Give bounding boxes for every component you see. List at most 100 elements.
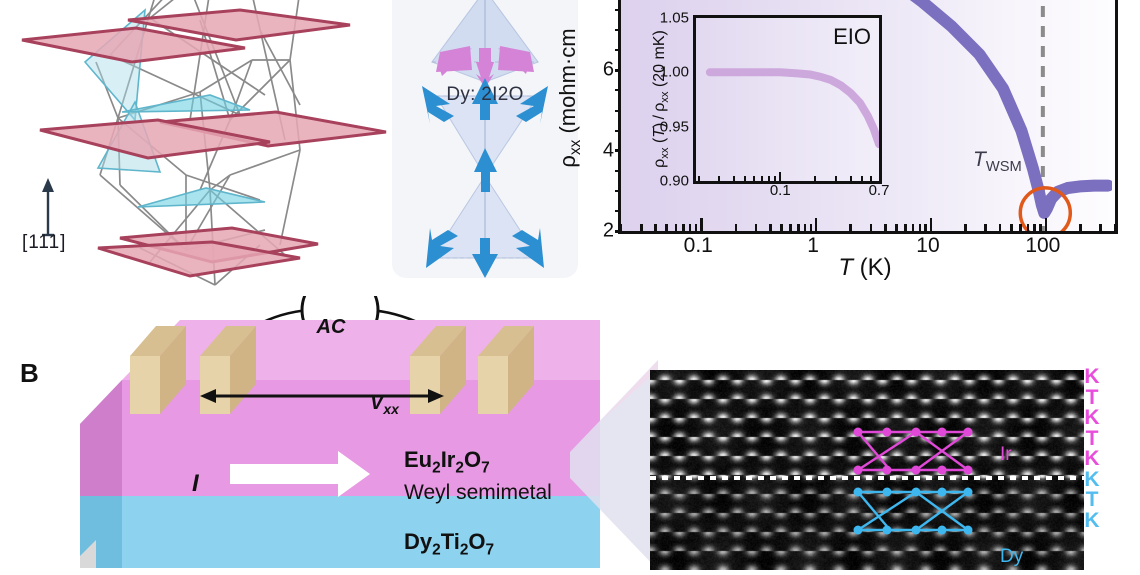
inset-x-tickmark (718, 176, 720, 181)
dy-spin-ice-panel (392, 0, 578, 278)
main-x-tick-100: 100 (1025, 234, 1060, 258)
main-chart-x-ticks (621, 217, 1115, 231)
inset-x-tickmark (779, 172, 781, 181)
inset-x-tickmark (861, 176, 863, 181)
main-x-tickmark (620, 224, 623, 231)
main-chart-plot-area: TWSM EIO 0.90 0.95 1.00 1.05 0.1 0.7 ρxx (T)… (618, 0, 1118, 234)
main-x-tick-1: 1 (807, 234, 819, 258)
main-x-tickmark (755, 224, 758, 231)
main-x-tickmark (984, 224, 987, 231)
main-x-tickmark (919, 224, 922, 231)
inset-y-axis-title: ρxx (T) / ρxx (20 mK) (651, 30, 671, 168)
twsm-annotation: TWSM (973, 148, 1022, 175)
dy-overlay-label: Dy (1000, 546, 1023, 568)
voltage-symbol: V (370, 392, 383, 414)
main-x-tickmark (1039, 224, 1042, 231)
current-label: I (192, 470, 199, 498)
top-layer-side (80, 380, 122, 496)
main-x-tickmark (1027, 224, 1030, 231)
main-x-tickmark (789, 224, 792, 231)
stack-label-6: T (1079, 490, 1105, 511)
main-x-tickmark (1079, 224, 1082, 231)
main-x-tickmark (815, 218, 818, 231)
inset-x-tickmark (814, 176, 816, 181)
bottom-layer-label: Dy2Ti2O7 (404, 529, 494, 559)
main-chart-y-tick-labels: 2468 (578, 0, 614, 231)
weyl-semimetal-caption: Weyl semimetal (404, 481, 552, 505)
stack-label-3: T (1079, 429, 1105, 450)
ir-pyrochlore-overlay (858, 432, 968, 470)
ir-overlay-label: Ir (1000, 444, 1012, 466)
main-x-tickmark (870, 224, 873, 231)
main-x-tickmark (769, 224, 772, 231)
main-x-tickmark (810, 224, 813, 231)
main-x-tickmark (665, 224, 668, 231)
inset-x-tick-0.1: 0.1 (770, 182, 791, 199)
stack-label-5: K (1079, 470, 1105, 491)
inset-x-tickmark (753, 176, 755, 181)
top-layer-label: Eu2Ir2O7 (404, 447, 490, 477)
stack-label-4: K (1079, 449, 1105, 470)
main-y-tick-4: 4 (603, 139, 614, 162)
voltage-subscript: xx (383, 401, 399, 417)
stack-label-0: K (1079, 367, 1105, 388)
inset-x-tickmark (768, 176, 770, 181)
stem-overlay-svg (650, 370, 1084, 570)
main-x-tickmark (924, 224, 927, 231)
inset-eio-chart: EIO (693, 15, 882, 184)
blue-tetrahedron-lower (426, 148, 544, 278)
inset-x-tickmark (835, 176, 837, 181)
main-y-tick-8: 8 (603, 0, 614, 2)
main-x-tickmark (735, 224, 738, 231)
panel-b-label: B (20, 358, 39, 389)
main-x-tickmark (884, 224, 887, 231)
main-x-tickmark (1019, 224, 1022, 231)
pink-kagome-planes (22, 10, 386, 276)
main-x-tickmark (1033, 224, 1036, 231)
main-x-tickmark (904, 224, 907, 231)
inset-x-tick-0.7: 0.7 (869, 182, 890, 199)
inset-y-tick-1.05: 1.05 (660, 10, 689, 27)
zoom-connector-wedge (570, 360, 660, 570)
main-x-tickmark (700, 218, 703, 231)
stack-label-7: K (1079, 511, 1105, 532)
resistivity-vs-temperature-chart: ρxx (mohm·cm 2468 TWSM EIO 0.900.951.001… (578, 0, 1140, 296)
inset-x-tickmark (870, 176, 872, 181)
main-x-tickmark (689, 224, 692, 231)
dy-pyrochlore-overlay (858, 492, 968, 530)
main-x-tickmark (1099, 224, 1102, 231)
main-x-tickmark (797, 224, 800, 231)
stack-label-1: T (1079, 388, 1105, 409)
main-x-tick-0.1: 0.1 (684, 234, 713, 258)
inset-data-curve (710, 72, 879, 144)
stem-haadf-image (650, 370, 1084, 570)
main-x-tickmark (964, 224, 967, 231)
main-x-tick-10: 10 (916, 234, 939, 258)
main-x-tickmark (1045, 218, 1048, 231)
main-x-tickmark (849, 224, 852, 231)
wedge-svg (570, 360, 660, 570)
main-x-tickmark (912, 224, 915, 231)
main-x-tickmark (640, 224, 643, 231)
ac-source-label: AC (309, 316, 353, 339)
inset-x-tickmark (698, 176, 700, 181)
inset-x-tickmark (733, 176, 735, 181)
twsm-subscript: WSM (986, 159, 1022, 175)
inset-x-tickmark (774, 176, 776, 181)
main-x-tickmark (1010, 224, 1013, 231)
main-x-tickmark (675, 224, 678, 231)
inset-x-tickmark (761, 176, 763, 181)
main-x-tickmark (804, 224, 807, 231)
ir-atom-dots (854, 428, 973, 475)
main-x-tickmark (682, 224, 685, 231)
main-x-tickmark (1114, 224, 1117, 231)
main-chart-x-axis-title: T (K) (838, 254, 891, 282)
stacking-sequence-labels: KTKTKKTK (1079, 367, 1105, 531)
dy-atom-dots (854, 488, 973, 535)
inset-x-tickmark (850, 176, 852, 181)
main-y-tick-6: 6 (603, 59, 614, 82)
inset-y-tick-0.90: 0.90 (660, 173, 689, 190)
voltage-label: Vxx (370, 392, 399, 417)
twsm-symbol: T (973, 148, 986, 171)
inset-x-tickmark (744, 176, 746, 181)
